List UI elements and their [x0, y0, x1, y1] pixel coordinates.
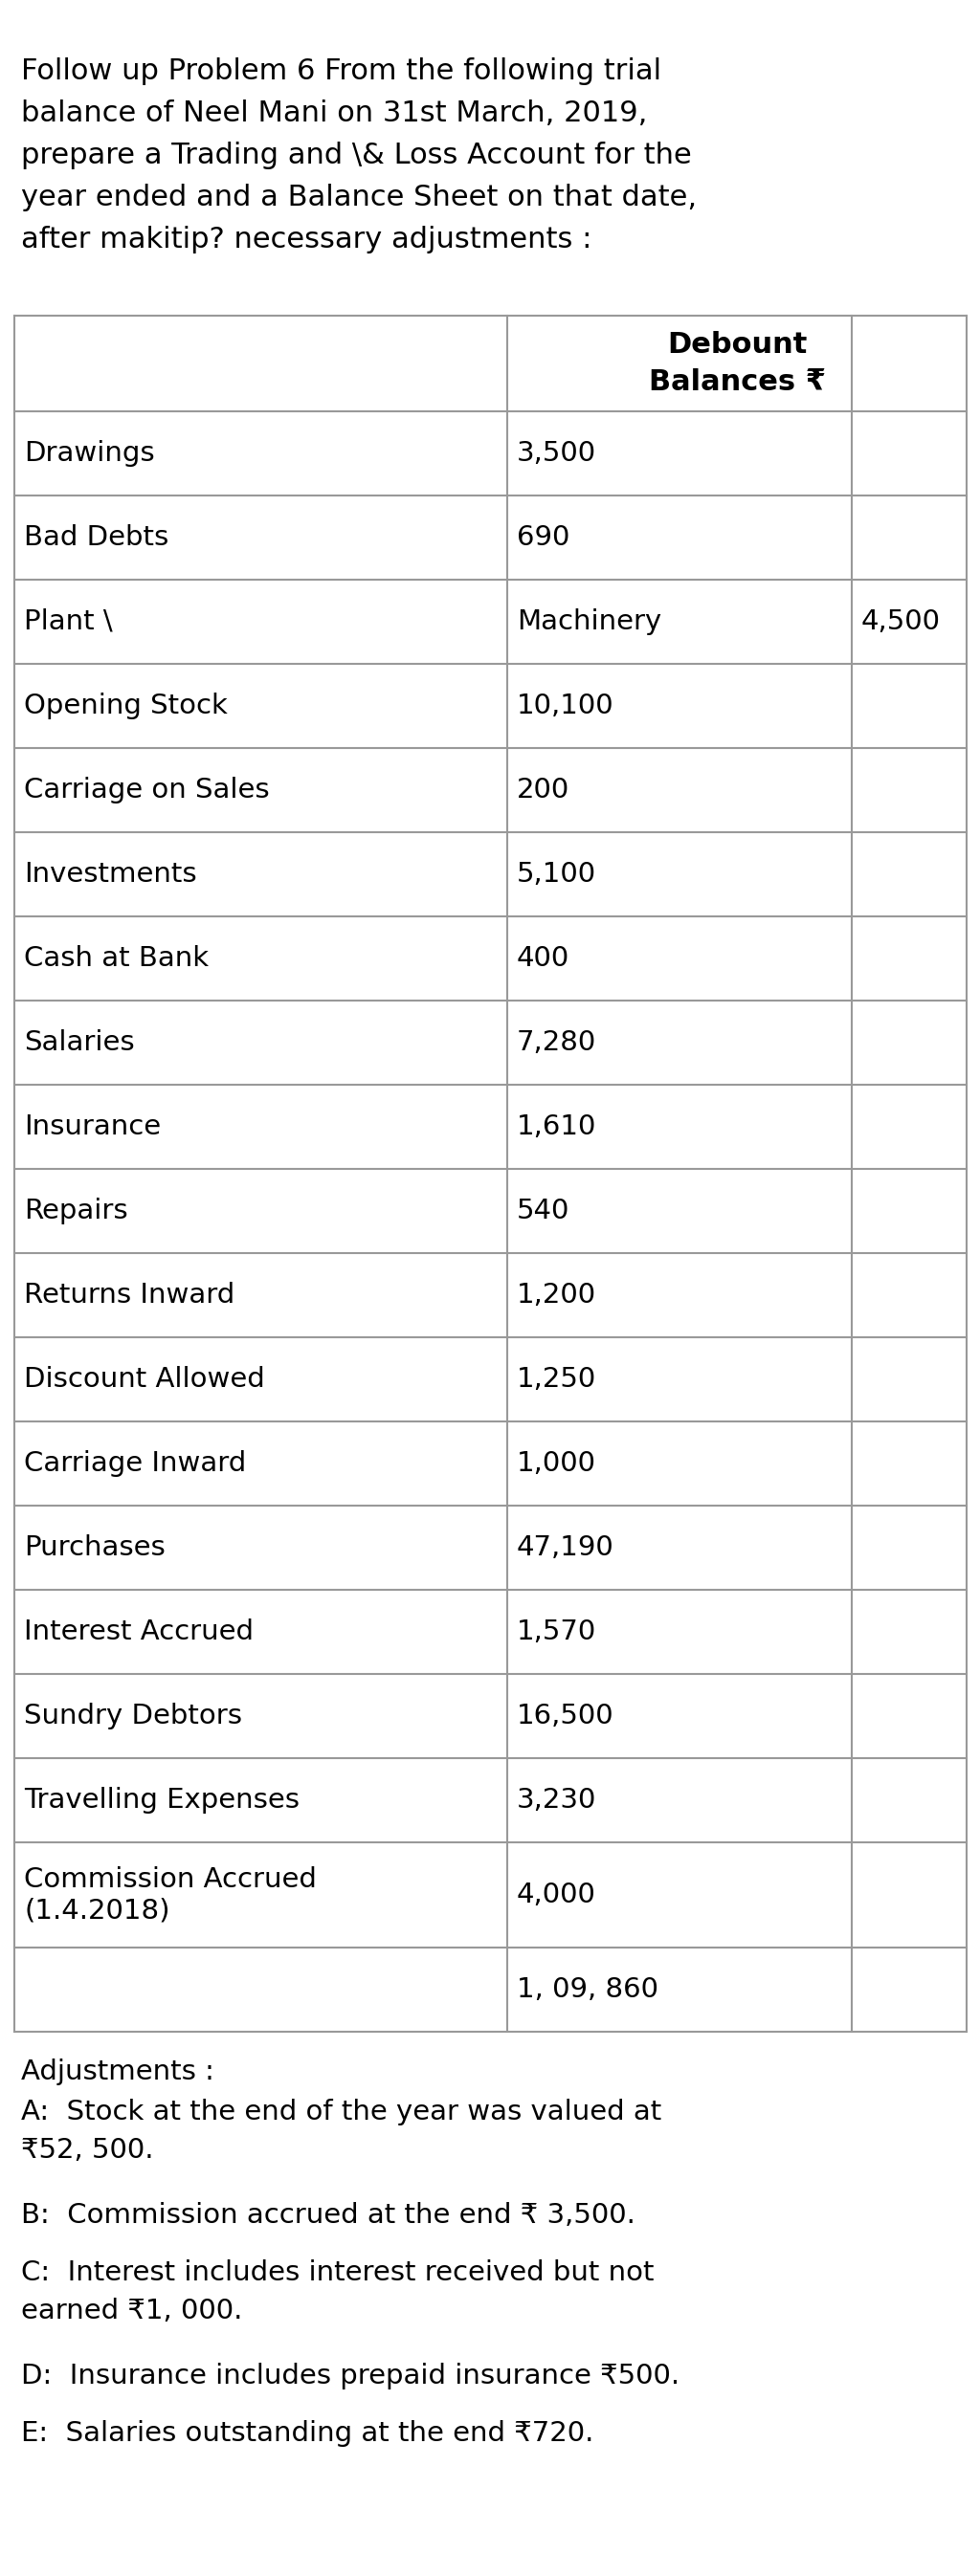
Text: D:  Insurance includes prepaid insurance ₹500.: D: Insurance includes prepaid insurance … — [21, 2362, 679, 2391]
Text: Adjustments :: Adjustments : — [21, 2058, 215, 2087]
Text: Bad Debts: Bad Debts — [24, 523, 169, 551]
Text: B:  Commission accrued at the end ₹ 3,500.: B: Commission accrued at the end ₹ 3,500… — [21, 2202, 635, 2228]
Text: Purchases: Purchases — [24, 1535, 166, 1561]
Text: 4,500: 4,500 — [861, 608, 941, 636]
Text: 10,100: 10,100 — [516, 693, 614, 719]
Text: Carriage Inward: Carriage Inward — [24, 1450, 246, 1476]
Text: A:  Stock at the end of the year was valued at
₹52, 500.: A: Stock at the end of the year was valu… — [21, 2099, 662, 2164]
Text: C:  Interest includes interest received but not
earned ₹1, 000.: C: Interest includes interest received b… — [21, 2259, 654, 2324]
Text: 1, 09, 860: 1, 09, 860 — [516, 1976, 659, 2004]
Text: 1,250: 1,250 — [516, 1365, 597, 1394]
Text: Debount
Balances ₹: Debount Balances ₹ — [649, 332, 825, 397]
Text: 540: 540 — [516, 1198, 569, 1224]
Text: 1,610: 1,610 — [516, 1113, 597, 1141]
Text: Commission Accrued
(1.4.2018): Commission Accrued (1.4.2018) — [24, 1865, 317, 1924]
Text: Investments: Investments — [24, 860, 197, 889]
Text: Opening Stock: Opening Stock — [24, 693, 227, 719]
Text: 47,190: 47,190 — [516, 1535, 614, 1561]
Text: 400: 400 — [516, 945, 569, 971]
Text: Returns Inward: Returns Inward — [24, 1283, 235, 1309]
Text: prepare a Trading and \& Loss Account for the: prepare a Trading and \& Loss Account fo… — [21, 142, 692, 170]
Text: 16,500: 16,500 — [516, 1703, 614, 1728]
Text: Sundry Debtors: Sundry Debtors — [24, 1703, 242, 1728]
Text: E:  Salaries outstanding at the end ₹720.: E: Salaries outstanding at the end ₹720. — [21, 2419, 594, 2447]
Text: 1,200: 1,200 — [516, 1283, 597, 1309]
Text: 5,100: 5,100 — [516, 860, 597, 889]
Text: year ended and a Balance Sheet on that date,: year ended and a Balance Sheet on that d… — [21, 183, 697, 211]
Text: Cash at Bank: Cash at Bank — [24, 945, 209, 971]
Text: 3,230: 3,230 — [516, 1788, 597, 1814]
Text: 1,000: 1,000 — [516, 1450, 596, 1476]
Text: balance of Neel Mani on 31st March, 2019,: balance of Neel Mani on 31st March, 2019… — [21, 100, 648, 126]
Text: 1,570: 1,570 — [516, 1618, 597, 1646]
Text: Repairs: Repairs — [24, 1198, 127, 1224]
Text: Plant \: Plant \ — [24, 608, 113, 636]
Text: after makitip? necessary adjustments :: after makitip? necessary adjustments : — [21, 227, 592, 252]
Text: Follow up Problem 6 From the following trial: Follow up Problem 6 From the following t… — [21, 57, 662, 85]
Text: Interest Accrued: Interest Accrued — [24, 1618, 254, 1646]
Text: 4,000: 4,000 — [516, 1880, 596, 1909]
Text: Machinery: Machinery — [516, 608, 662, 636]
Text: Travelling Expenses: Travelling Expenses — [24, 1788, 300, 1814]
Text: Drawings: Drawings — [24, 440, 155, 466]
Text: Discount Allowed: Discount Allowed — [24, 1365, 265, 1394]
Text: 7,280: 7,280 — [516, 1030, 597, 1056]
Text: 200: 200 — [516, 778, 569, 804]
Text: 690: 690 — [516, 523, 569, 551]
Text: Salaries: Salaries — [24, 1030, 134, 1056]
Text: Carriage on Sales: Carriage on Sales — [24, 778, 270, 804]
Text: 3,500: 3,500 — [516, 440, 597, 466]
Text: Insurance: Insurance — [24, 1113, 161, 1141]
